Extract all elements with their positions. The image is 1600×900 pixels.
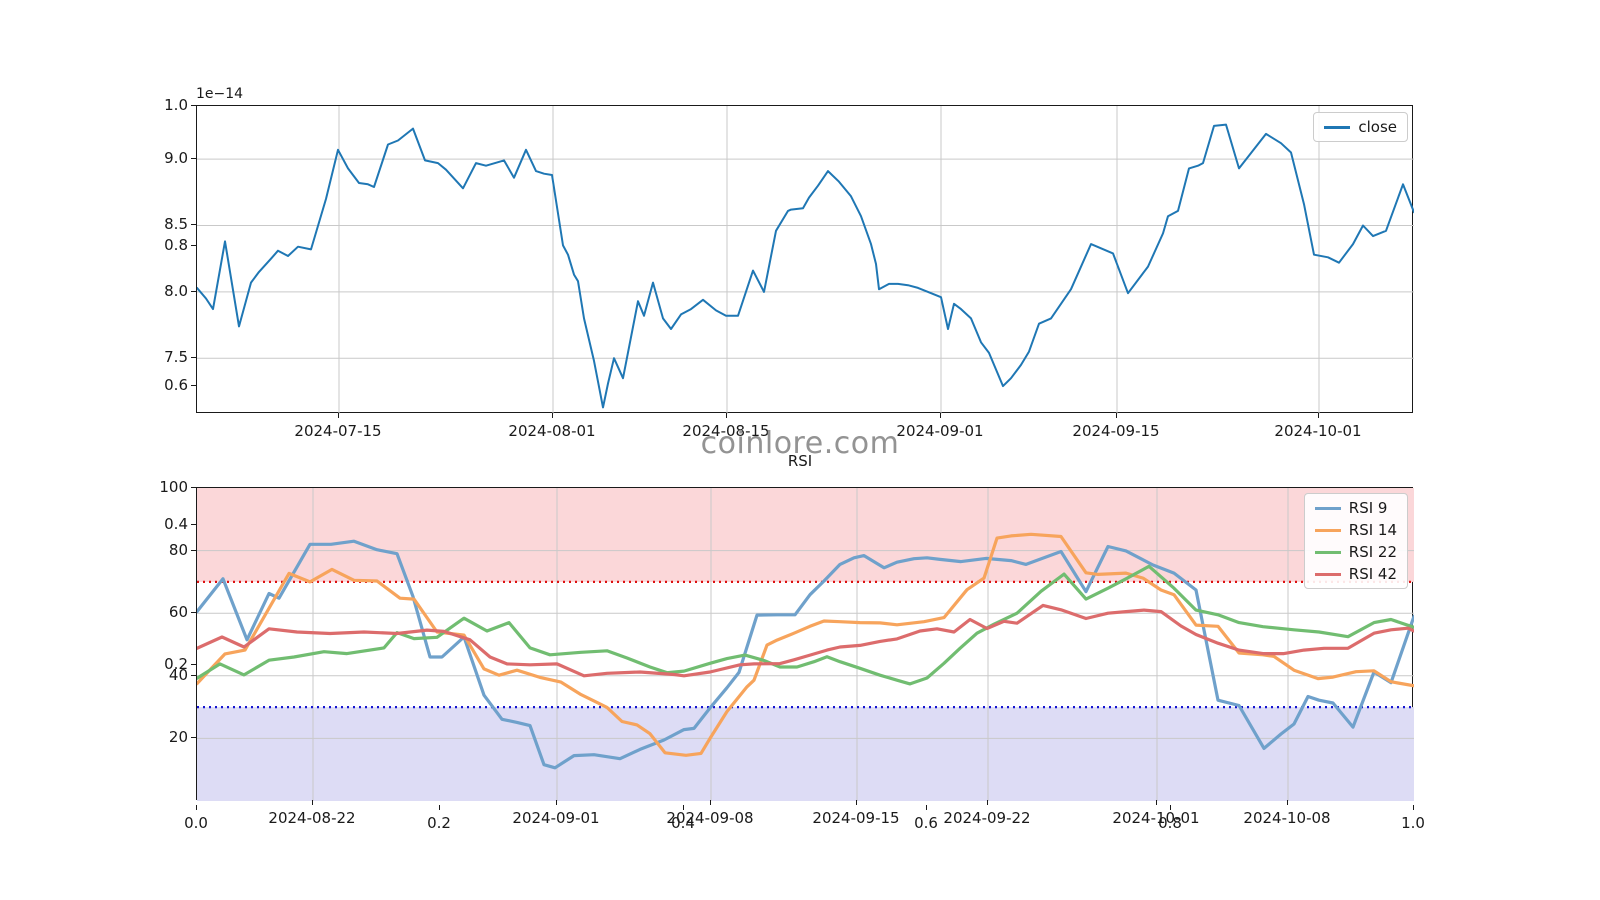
legend-item-rsi-9: RSI 9: [1314, 499, 1397, 517]
price-x-tick-label: 2024-10-01: [1274, 422, 1362, 440]
axis-tick: [191, 245, 196, 246]
overlay-x-tick-label: 0.0: [184, 814, 208, 832]
axis-tick: [191, 105, 196, 106]
axis-tick: [1116, 413, 1117, 418]
axis-tick: [196, 805, 197, 810]
axis-tick: [191, 737, 196, 739]
axis-tick: [312, 800, 313, 805]
legend-item-rsi-22: RSI 22: [1314, 543, 1397, 561]
overlay-y-tick-label: 0.2: [164, 655, 188, 673]
price-x-tick-label: 2024-09-15: [1072, 422, 1160, 440]
price-plot-area: [197, 106, 1414, 414]
price-legend[interactable]: close: [1313, 112, 1408, 142]
rsi-x-tick-label: 2024-09-01: [512, 809, 600, 827]
legend-label: RSI 14: [1348, 521, 1397, 539]
axis-tick: [556, 800, 557, 805]
close-line-swatch: [1324, 125, 1351, 129]
axis-tick: [1413, 805, 1414, 810]
overlay-y-tick-label: 0.6: [164, 376, 188, 394]
axis-tick: [1170, 805, 1171, 810]
rsi-legend[interactable]: RSI 9 RSI 14 RSI 22 RSI 42: [1303, 493, 1408, 589]
rsi-chart: RSI 9 RSI 14 RSI 22 RSI 42: [196, 487, 1414, 801]
price-chart: close: [196, 105, 1414, 414]
axis-tick: [987, 800, 988, 805]
axis-tick: [683, 805, 684, 810]
rsi-x-tick-label: 2024-10-01: [1112, 809, 1200, 827]
legend-item-rsi-42: RSI 42: [1314, 565, 1397, 583]
axis-tick: [191, 487, 196, 488]
price-x-tick-label: 2024-09-01: [896, 422, 984, 440]
overlay-x-tick-label: 1.0: [1401, 814, 1425, 832]
legend-item-rsi-14: RSI 14: [1314, 521, 1397, 539]
y-axis-offset-label: 1e−14: [196, 86, 244, 102]
legend-label: RSI 42: [1348, 565, 1397, 583]
axis-tick: [191, 549, 196, 551]
rsi-x-tick-label: 2024-09-22: [943, 809, 1031, 827]
axis-tick: [856, 800, 857, 805]
axis-tick: [439, 805, 440, 810]
axis-tick: [191, 674, 196, 676]
overlay-y-tick-label: 0.4: [164, 515, 188, 533]
price-x-tick-label: 2024-08-01: [508, 422, 596, 440]
rsi-chart-title: RSI: [787, 452, 813, 470]
legend-label: RSI 22: [1348, 543, 1397, 561]
axis-tick: [338, 413, 339, 418]
rsi-y-tick-label: 20: [168, 728, 188, 747]
axis-tick: [191, 524, 196, 525]
axis-tick: [552, 413, 553, 418]
overlay-x-tick-label: 0.4: [671, 814, 695, 832]
price-y-tick-label: 8.5: [164, 215, 188, 234]
legend-swatch: [1314, 572, 1341, 576]
rsi-y-tick-label: 40: [168, 665, 188, 684]
rsi-y-tick-label: 80: [168, 540, 188, 559]
rsi-x-tick-label: 2024-10-08: [1243, 809, 1331, 827]
axis-tick: [191, 664, 196, 665]
legend-label-close: close: [1358, 118, 1397, 136]
axis-tick: [1318, 413, 1319, 418]
overlay-y-tick-label: 1.0: [164, 96, 188, 114]
rsi-x-tick-label: 2024-09-15: [812, 809, 900, 827]
axis-tick: [940, 413, 941, 418]
rsi-x-tick-label: 2024-08-22: [268, 809, 356, 827]
rsi-y-tick-label: 60: [168, 603, 188, 622]
axis-tick: [191, 357, 196, 359]
axis-tick: [191, 612, 196, 614]
axis-tick: [926, 805, 927, 810]
legend-swatch: [1314, 550, 1341, 554]
price-y-tick-label: 9.0: [164, 149, 188, 168]
rsi-plot-area: [197, 488, 1414, 801]
axis-tick: [1156, 800, 1157, 805]
axis-tick: [191, 224, 196, 226]
axis-tick: [191, 290, 196, 292]
legend-item-close: close: [1324, 118, 1397, 136]
price-y-tick-label: 7.5: [164, 348, 188, 367]
legend-swatch: [1314, 506, 1341, 510]
axis-tick: [1287, 800, 1288, 805]
axis-tick: [191, 385, 196, 386]
axis-tick: [710, 800, 711, 805]
axis-tick: [726, 413, 727, 418]
legend-label: RSI 9: [1348, 499, 1388, 517]
overlay-x-tick-label: 0.8: [1158, 814, 1182, 832]
overlay-y-tick-label: 0.8: [164, 236, 188, 254]
price-x-tick-label: 2024-08-15: [682, 422, 770, 440]
rsi-y-tick-label: 100: [159, 478, 188, 496]
overlay-x-tick-label: 0.2: [427, 814, 451, 832]
rsi-x-tick-label: 2024-09-08: [666, 809, 754, 827]
watermark: coinlore.com: [700, 426, 900, 461]
axis-tick: [191, 158, 196, 160]
price-x-tick-label: 2024-07-15: [294, 422, 382, 440]
price-y-tick-label: 8.0: [164, 281, 188, 300]
legend-swatch: [1314, 528, 1341, 532]
overlay-x-tick-label: 0.6: [914, 814, 938, 832]
